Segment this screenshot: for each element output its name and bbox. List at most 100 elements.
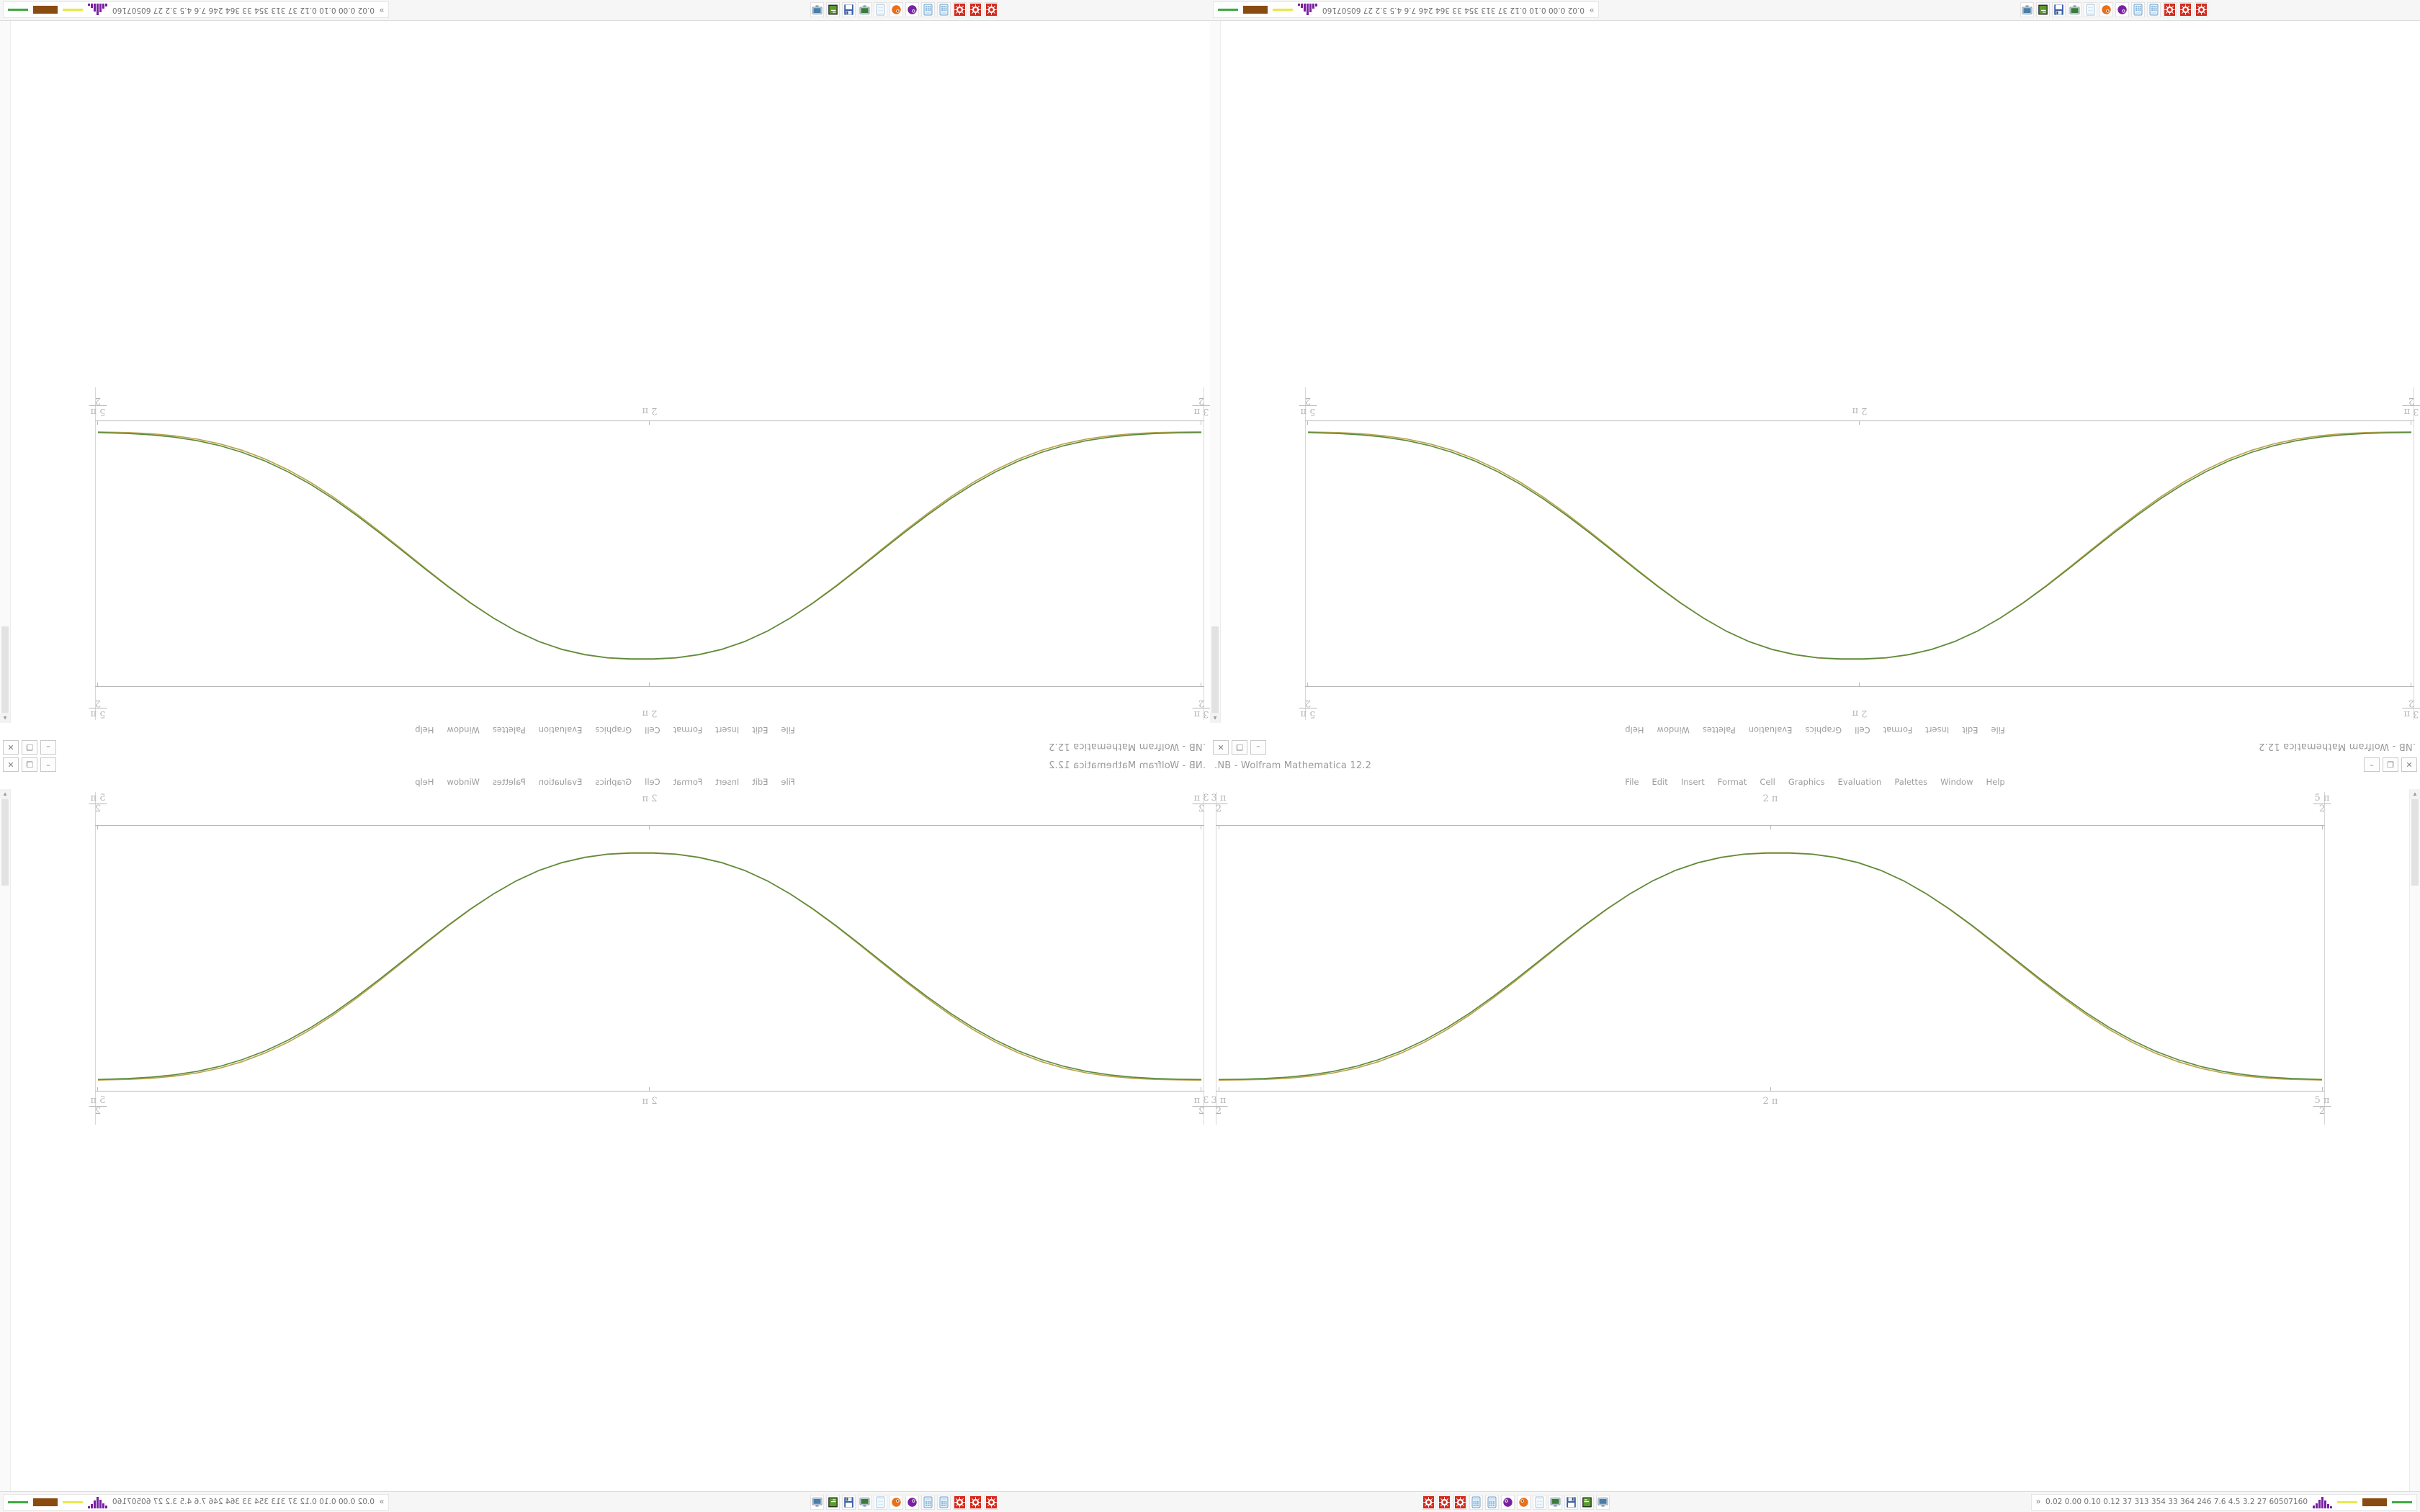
menu-item-format[interactable]: Format	[673, 725, 703, 735]
vertical-scrollbar[interactable]: ▲ ▼	[0, 789, 11, 1512]
mathematica-icon[interactable]	[984, 2, 998, 18]
mathematica-icon[interactable]	[1438, 1494, 1452, 1510]
taskbar-app-icons[interactable]	[810, 1494, 998, 1510]
vertical-scrollbar[interactable]: ▲ ▼	[2409, 789, 2420, 1512]
menu-bar[interactable]: File Edit Insert Format Cell Graphics Evaluati…	[1210, 775, 2420, 789]
terminal-icon[interactable]	[2035, 2, 2050, 18]
window-controls[interactable]: – ❐ ✕	[2364, 757, 2417, 772]
restore-button[interactable]: ❐	[22, 757, 37, 772]
taskbar-tray[interactable]: » 0.02 0.00 0.10 0.12 37 313 354 33 364 …	[0, 1493, 390, 1511]
mathematica-icon[interactable]	[1453, 1494, 1468, 1510]
system-tray[interactable]: » 0.02 0.00 0.10 0.12 37 313 354 33 364 …	[3, 1, 390, 19]
taskbar-tray[interactable]: » 0.02 0.00 0.10 0.12 37 313 354 33 364 …	[0, 1, 390, 19]
minimize-button[interactable]: –	[40, 757, 56, 772]
menu-item-help[interactable]: Help	[415, 777, 434, 787]
vertical-scroll-thumb[interactable]	[2411, 799, 2419, 886]
browser-purple-icon[interactable]	[905, 1494, 919, 1510]
close-button[interactable]: ✕	[3, 757, 19, 772]
menu-item-insert[interactable]: Insert	[715, 777, 740, 787]
title-bar[interactable]: .NB - Wolfram Mathematica 12.2 – ❐ ✕	[1210, 756, 2420, 775]
menu-item-help[interactable]: Help	[415, 725, 434, 735]
terminal-icon[interactable]	[825, 2, 840, 18]
menu-item-evaluation[interactable]: Evaluation	[538, 725, 583, 735]
window-controls[interactable]: – ❐ ✕	[1213, 740, 1266, 755]
notepad-icon[interactable]	[873, 1494, 887, 1510]
menu-item-graphics[interactable]: Graphics	[1805, 725, 1842, 735]
menu-item-help[interactable]: Help	[1986, 777, 2005, 787]
minimize-button[interactable]: –	[1250, 740, 1266, 755]
tray-expand-icon[interactable]: »	[1590, 6, 1595, 14]
menu-item-window[interactable]: Window	[1940, 777, 1973, 787]
display-icon[interactable]	[2020, 2, 2034, 18]
minimize-button[interactable]: –	[2364, 757, 2380, 772]
menu-item-palettes[interactable]: Palettes	[492, 777, 526, 787]
menu-bar[interactable]: File Edit Insert Format Cell Graphics Evaluati…	[0, 723, 1210, 737]
close-button[interactable]: ✕	[1213, 740, 1229, 755]
notepad-icon[interactable]	[873, 2, 887, 18]
menu-item-evaluation[interactable]: Evaluation	[1748, 725, 1793, 735]
menu-bar[interactable]: File Edit Insert Format Cell Graphics Evaluati…	[1210, 723, 2420, 737]
menu-item-window[interactable]: Window	[447, 725, 480, 735]
save-icon[interactable]	[1564, 1494, 1579, 1510]
system-tray[interactable]: » 0.02 0.00 0.10 0.12 37 313 354 33 364 …	[2030, 1493, 2417, 1511]
menu-item-evaluation[interactable]: Evaluation	[1837, 777, 1882, 787]
system-tray[interactable]: » 0.02 0.00 0.10 0.12 37 313 354 33 364 …	[3, 1493, 390, 1511]
menu-item-file[interactable]: File	[1625, 777, 1639, 787]
menu-item-graphics[interactable]: Graphics	[1788, 777, 1825, 787]
menu-item-format[interactable]: Format	[1883, 725, 1913, 735]
window-controls[interactable]: – ❐ ✕	[3, 757, 56, 772]
menu-item-help[interactable]: Help	[1625, 725, 1644, 735]
menu-item-graphics[interactable]: Graphics	[595, 777, 632, 787]
mathematica-icon[interactable]	[2162, 2, 2177, 18]
system-tray[interactable]: » 0.02 0.00 0.10 0.12 37 313 354 33 364 …	[1213, 1, 1600, 19]
taskbar-app-icons[interactable]	[810, 2, 998, 18]
firefox-icon[interactable]	[2099, 2, 2113, 18]
scroll-up-icon[interactable]: ▲	[0, 713, 10, 723]
menu-item-window[interactable]: Window	[447, 777, 480, 787]
vertical-scroll-thumb[interactable]	[1211, 626, 1219, 713]
firefox-icon[interactable]	[889, 1494, 903, 1510]
mathematica-icon[interactable]	[952, 2, 967, 18]
notebook-canvas[interactable]: 3 π22 π5 π2 3 π22 π5 π2 ▲ ▼	[0, 0, 1210, 723]
tray-expand-icon[interactable]: »	[380, 6, 385, 14]
mathematica-icon[interactable]	[984, 1494, 998, 1510]
browser-purple-icon[interactable]	[2115, 2, 2129, 18]
taskbar-tray[interactable]: » 0.02 0.00 0.10 0.12 37 313 354 33 364 …	[1210, 1, 1600, 19]
taskbar-app-icons[interactable]	[1422, 1494, 1610, 1510]
save-icon[interactable]	[2051, 2, 2066, 18]
menu-item-edit[interactable]: Edit	[1652, 777, 1668, 787]
monitor-icon[interactable]	[857, 1494, 871, 1510]
mathematica-icon[interactable]	[2194, 2, 2208, 18]
taskbar[interactable]: » 0.02 0.00 0.10 0.12 37 313 354 33 364 …	[0, 0, 1210, 21]
mathematica-icon[interactable]	[1422, 1494, 1436, 1510]
display-icon[interactable]	[810, 1494, 824, 1510]
notepad-icon[interactable]	[2083, 2, 2097, 18]
scroll-up-icon[interactable]: ▲	[1210, 713, 1220, 723]
taskbar-tray[interactable]: » 0.02 0.00 0.10 0.12 37 313 354 33 364 …	[2030, 1493, 2420, 1511]
restore-button[interactable]: ❐	[2383, 757, 2398, 772]
menu-bar[interactable]: File Edit Insert Format Cell Graphics Evaluati…	[0, 775, 1210, 789]
restore-button[interactable]: ❐	[1232, 740, 1247, 755]
calculator-icon[interactable]	[1485, 1494, 1500, 1510]
calculator-icon[interactable]	[1469, 1494, 1484, 1510]
window-controls[interactable]: – ❐ ✕	[3, 740, 56, 755]
calculator-icon[interactable]	[936, 2, 951, 18]
browser-purple-icon[interactable]	[905, 2, 919, 18]
terminal-icon[interactable]	[1580, 1494, 1595, 1510]
menu-item-file[interactable]: File	[781, 725, 795, 735]
firefox-icon[interactable]	[889, 2, 903, 18]
minimize-button[interactable]: –	[40, 740, 56, 755]
monitor-icon[interactable]	[1549, 1494, 1563, 1510]
firefox-icon[interactable]	[1517, 1494, 1531, 1510]
tray-expand-icon[interactable]: »	[2035, 1498, 2040, 1506]
title-bar[interactable]: .NB - Wolfram Mathematica 12.2 – ❐ ✕	[1210, 737, 2420, 756]
vertical-scrollbar[interactable]: ▲ ▼	[0, 0, 11, 723]
calculator-icon[interactable]	[936, 1494, 951, 1510]
restore-button[interactable]: ❐	[22, 740, 37, 755]
menu-item-evaluation[interactable]: Evaluation	[538, 777, 583, 787]
mathematica-icon[interactable]	[2178, 2, 2192, 18]
